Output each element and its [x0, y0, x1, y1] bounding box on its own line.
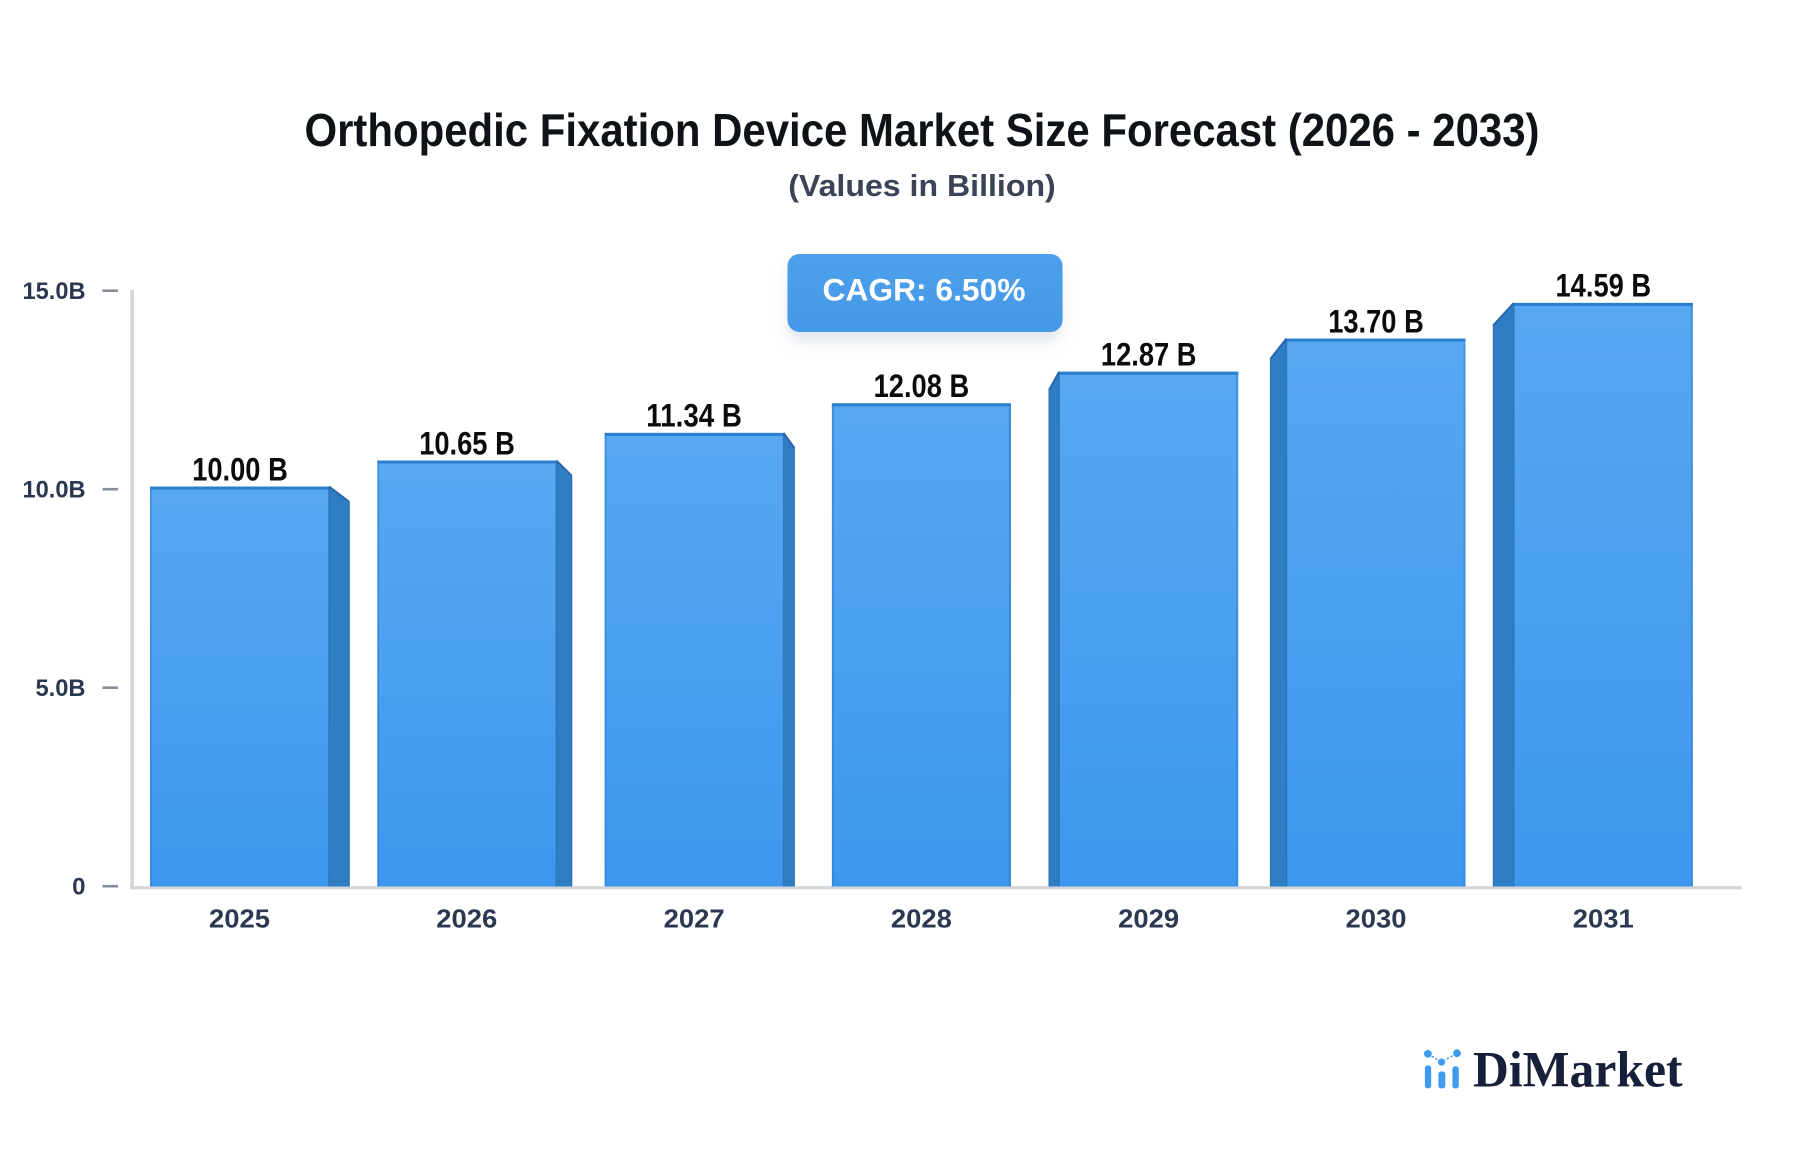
svg-text:10.0B: 10.0B	[23, 477, 86, 504]
svg-text:(Values in Billion): (Values in Billion)	[788, 168, 1056, 203]
svg-text:2029: 2029	[1118, 904, 1179, 934]
svg-text:2031: 2031	[1573, 904, 1634, 934]
svg-text:CAGR: 6.50%: CAGR: 6.50%	[823, 272, 1026, 308]
svg-text:11.34 B: 11.34 B	[646, 398, 742, 434]
svg-text:2030: 2030	[1346, 904, 1407, 934]
svg-text:15.0B: 15.0B	[23, 278, 86, 305]
svg-text:Orthopedic Fixation Device Mar: Orthopedic Fixation Device Market Size F…	[305, 104, 1540, 156]
svg-text:12.87 B: 12.87 B	[1101, 337, 1197, 373]
svg-text:10.65 B: 10.65 B	[419, 425, 515, 461]
svg-text:2025: 2025	[209, 904, 270, 934]
svg-text:12.08 B: 12.08 B	[874, 368, 970, 404]
svg-text:0: 0	[72, 874, 85, 901]
svg-text:10.00 B: 10.00 B	[192, 451, 288, 487]
svg-text:13.70 B: 13.70 B	[1328, 303, 1424, 339]
svg-text:5.0B: 5.0B	[36, 675, 86, 702]
svg-text:2026: 2026	[436, 904, 497, 934]
svg-text:2027: 2027	[664, 904, 725, 934]
svg-text:2028: 2028	[891, 904, 952, 934]
svg-text:14.59 B: 14.59 B	[1556, 268, 1652, 304]
svg-text:DiMarket: DiMarket	[1473, 1043, 1683, 1099]
